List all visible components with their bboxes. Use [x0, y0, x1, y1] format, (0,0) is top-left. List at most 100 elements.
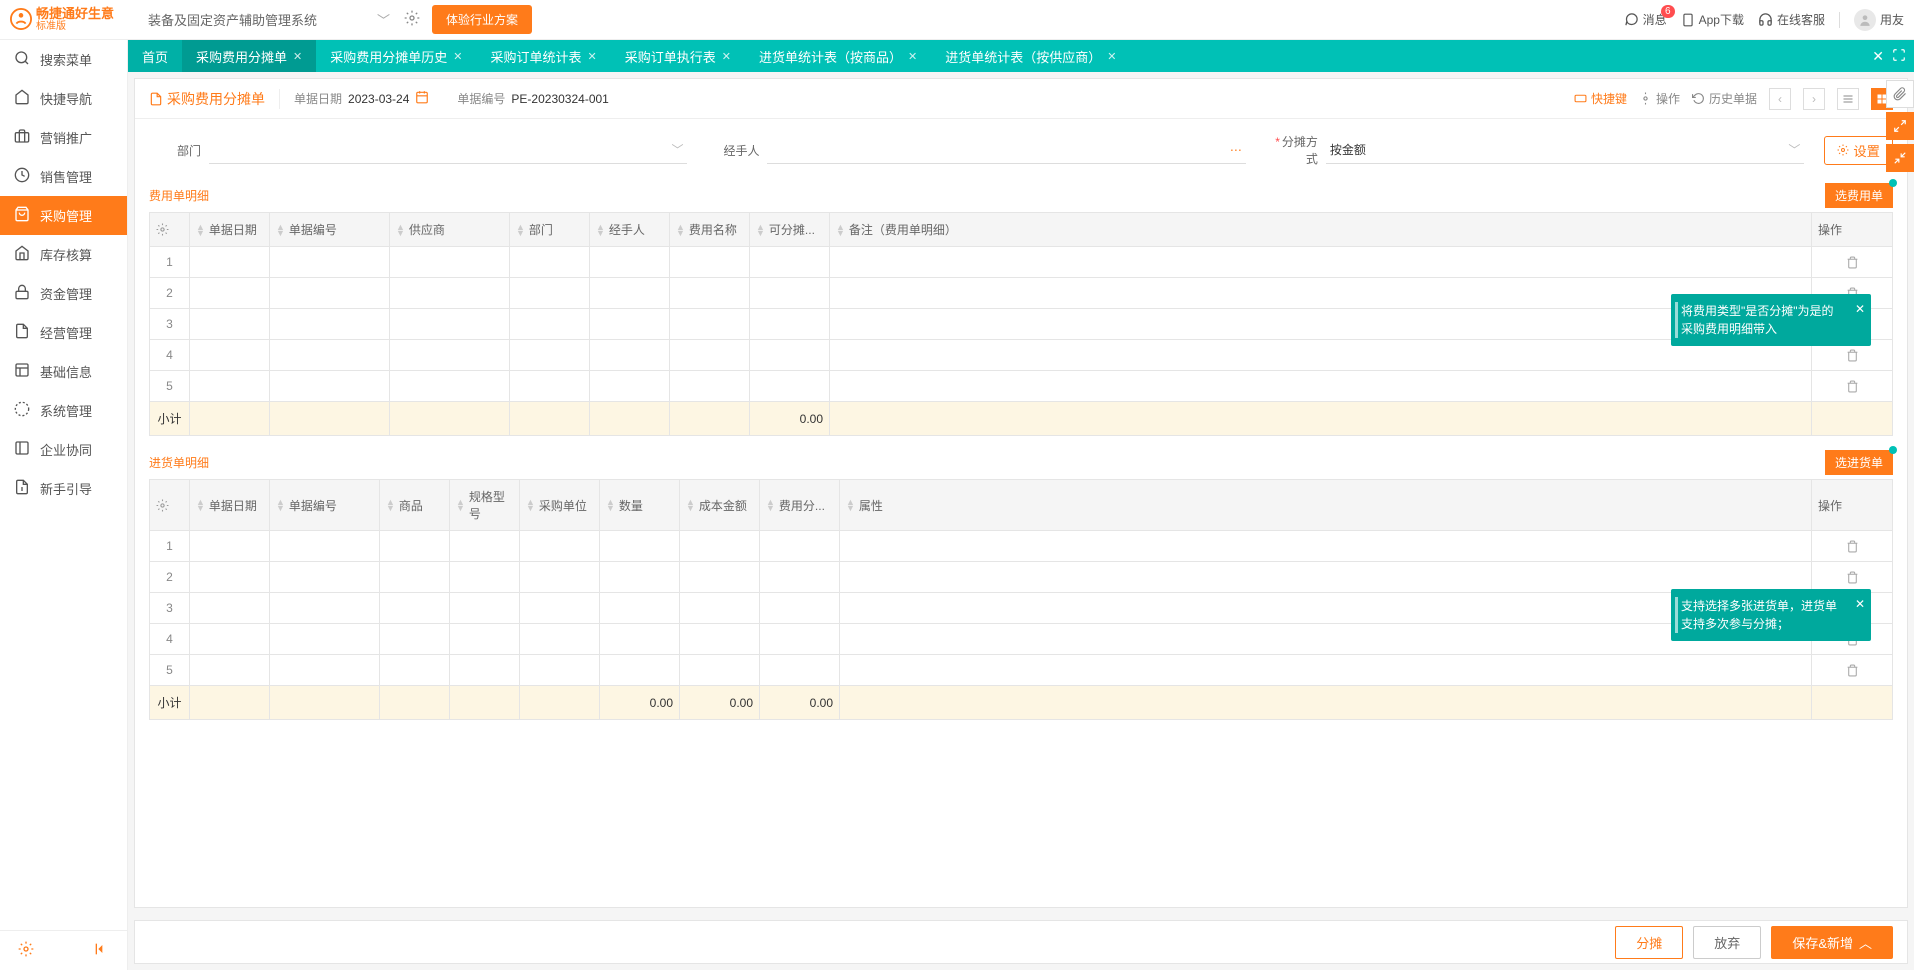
- support-button[interactable]: 在线客服: [1758, 11, 1825, 28]
- app-download-button[interactable]: App下载: [1681, 11, 1744, 28]
- collapse-sidebar-icon[interactable]: [93, 941, 109, 960]
- close-all-tabs-icon[interactable]: ✕: [1872, 48, 1884, 65]
- settings-icon[interactable]: [404, 10, 420, 29]
- document-header: 采购费用分摊单 单据日期 2023-03-24 单据编号 PE-20230324…: [135, 79, 1907, 119]
- column-header[interactable]: ▲▼单据日期: [190, 213, 270, 246]
- list-view-icon[interactable]: [1837, 88, 1859, 110]
- table-row[interactable]: 4: [150, 624, 1892, 655]
- grid-settings-icon[interactable]: [150, 480, 190, 530]
- table-row[interactable]: 4: [150, 340, 1892, 371]
- tab-close-icon[interactable]: ✕: [1107, 50, 1116, 63]
- shortcut-link[interactable]: 快捷键: [1574, 90, 1627, 107]
- fullscreen-icon[interactable]: [1892, 48, 1906, 65]
- close-tip-icon[interactable]: ✕: [1855, 300, 1865, 318]
- operate-link[interactable]: 操作: [1639, 90, 1680, 107]
- method-field[interactable]: *分摊方式 按金额﹀: [1266, 133, 1804, 167]
- handler-field[interactable]: 经手人 ⋯: [707, 136, 1245, 164]
- sidebar-item[interactable]: 系统管理: [0, 391, 127, 430]
- sidebar-label: 营销推广: [40, 128, 92, 147]
- column-header[interactable]: ▲▼供应商: [390, 213, 510, 246]
- attach-icon[interactable]: [1886, 80, 1914, 108]
- column-header[interactable]: 操作: [1812, 480, 1892, 530]
- next-doc-icon[interactable]: ›: [1803, 88, 1825, 110]
- column-header[interactable]: ▲▼属性: [840, 480, 1812, 530]
- sidebar-item[interactable]: 营销推广: [0, 118, 127, 157]
- setup-button[interactable]: 设置: [1824, 136, 1893, 165]
- sidebar-item[interactable]: 资金管理: [0, 274, 127, 313]
- column-header[interactable]: 操作: [1812, 213, 1892, 246]
- footer-gear-icon[interactable]: [18, 941, 34, 960]
- tab-close-icon[interactable]: ✕: [908, 50, 917, 63]
- column-header[interactable]: ▲▼可分摊...: [750, 213, 830, 246]
- delete-row-icon[interactable]: [1812, 371, 1892, 401]
- column-header[interactable]: ▲▼费用名称: [670, 213, 750, 246]
- doc-date-field[interactable]: 单据日期 2023-03-24: [280, 90, 443, 107]
- sidebar-icon: [14, 479, 30, 498]
- table-row[interactable]: 1: [150, 531, 1892, 562]
- sidebar-item[interactable]: 新手引导: [0, 469, 127, 508]
- tab[interactable]: 采购订单统计表✕: [476, 40, 610, 72]
- delete-row-icon[interactable]: [1812, 247, 1892, 277]
- logo: 畅捷通好生意 标准版: [10, 7, 128, 32]
- tab-close-icon[interactable]: ✕: [453, 50, 462, 63]
- tab[interactable]: 采购订单执行表✕: [611, 40, 745, 72]
- tab-close-icon[interactable]: ✕: [293, 50, 302, 63]
- rail-shrink-icon[interactable]: [1886, 144, 1914, 172]
- tab-close-icon[interactable]: ✕: [588, 50, 597, 63]
- tab[interactable]: 采购费用分摊单✕: [182, 40, 316, 72]
- table-row[interactable]: 1: [150, 247, 1892, 278]
- prev-doc-icon[interactable]: ‹: [1769, 88, 1791, 110]
- table-row[interactable]: 5: [150, 655, 1892, 686]
- sidebar-item[interactable]: 基础信息: [0, 352, 127, 391]
- table-row[interactable]: 3: [150, 593, 1892, 624]
- save-button[interactable]: 保存&新增 ︿: [1771, 926, 1893, 959]
- sidebar-item[interactable]: 经营管理: [0, 313, 127, 352]
- discard-button[interactable]: 放弃: [1693, 926, 1761, 959]
- column-header[interactable]: ▲▼单据编号: [270, 480, 380, 530]
- system-selector[interactable]: 装备及固定资产辅助管理系统 ﹀: [148, 10, 404, 29]
- table-row[interactable]: 2: [150, 278, 1892, 309]
- sidebar-item[interactable]: 采购管理: [0, 196, 127, 235]
- select-goods-button[interactable]: 选进货单: [1825, 450, 1893, 475]
- column-header[interactable]: ▲▼商品: [380, 480, 450, 530]
- column-header[interactable]: ▲▼单据日期: [190, 480, 270, 530]
- sidebar-item[interactable]: 搜索菜单: [0, 40, 127, 79]
- tab[interactable]: 进货单统计表（按供应商）✕: [931, 40, 1130, 72]
- delete-row-icon[interactable]: [1812, 655, 1892, 685]
- tab[interactable]: 首页: [128, 40, 182, 72]
- column-header[interactable]: ▲▼数量: [600, 480, 680, 530]
- industry-plan-button[interactable]: 体验行业方案: [432, 5, 532, 34]
- sidebar-item[interactable]: 库存核算: [0, 235, 127, 274]
- history-link[interactable]: 历史单据: [1692, 90, 1757, 107]
- grid-settings-icon[interactable]: [150, 213, 190, 246]
- messages-button[interactable]: 消息 6: [1624, 11, 1667, 28]
- goods-section-head: 进货单明细 选进货单: [135, 450, 1907, 475]
- sidebar-item[interactable]: 企业协同: [0, 430, 127, 469]
- column-header[interactable]: ▲▼部门: [510, 213, 590, 246]
- table-row[interactable]: 2: [150, 562, 1892, 593]
- rail-expand-icon[interactable]: [1886, 112, 1914, 140]
- tab[interactable]: 采购费用分摊单历史✕: [316, 40, 476, 72]
- column-header[interactable]: ▲▼单据编号: [270, 213, 390, 246]
- delete-row-icon[interactable]: [1812, 531, 1892, 561]
- table-row[interactable]: 3: [150, 309, 1892, 340]
- column-header[interactable]: ▲▼费用分...: [760, 480, 840, 530]
- sidebar-item[interactable]: 销售管理: [0, 157, 127, 196]
- select-expense-button[interactable]: 选费用单: [1825, 183, 1893, 208]
- dept-field[interactable]: 部门 ﹀: [149, 136, 687, 164]
- sidebar-item[interactable]: 快捷导航: [0, 79, 127, 118]
- calendar-icon[interactable]: [415, 90, 429, 107]
- column-header[interactable]: ▲▼经手人: [590, 213, 670, 246]
- table-row[interactable]: 5: [150, 371, 1892, 402]
- close-tip-icon[interactable]: ✕: [1855, 595, 1865, 613]
- tab-close-icon[interactable]: ✕: [722, 50, 731, 63]
- column-header[interactable]: ▲▼成本金额: [680, 480, 760, 530]
- tab[interactable]: 进货单统计表（按商品）✕: [745, 40, 931, 72]
- sidebar-label: 新手引导: [40, 479, 92, 498]
- column-header[interactable]: ▲▼规格型号: [450, 480, 520, 530]
- column-header[interactable]: ▲▼备注（费用单明细）: [830, 213, 1812, 246]
- allocate-button[interactable]: 分摊: [1615, 926, 1683, 959]
- column-header[interactable]: ▲▼采购单位: [520, 480, 600, 530]
- delete-row-icon[interactable]: [1812, 562, 1892, 592]
- user-menu[interactable]: 用友: [1854, 9, 1904, 31]
